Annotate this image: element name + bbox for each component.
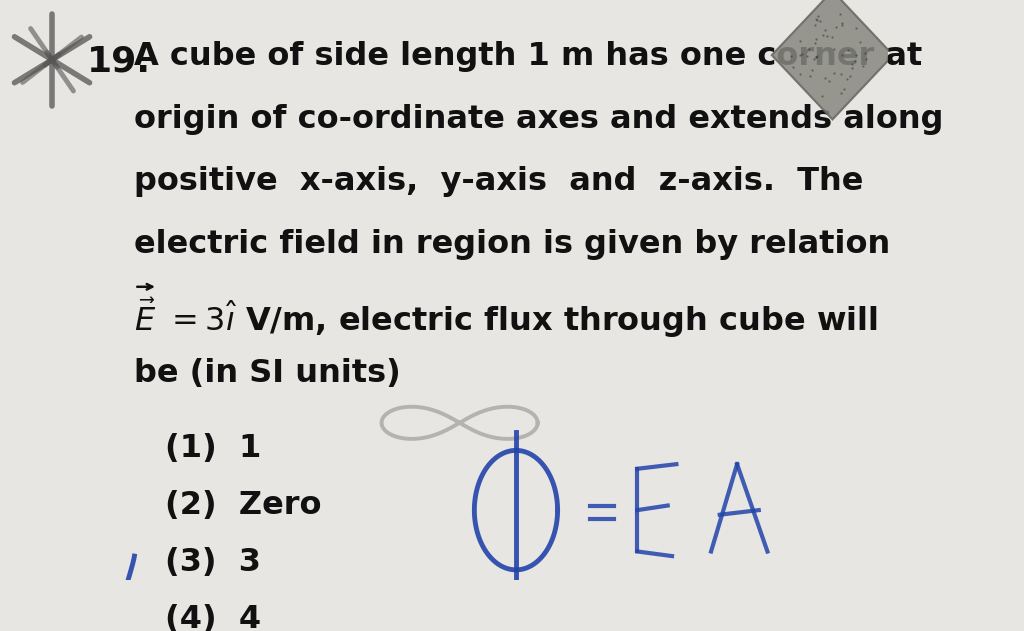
Text: $\vec{E}$ $= 3\hat{\imath}$ V/m, electric flux through cube will: $\vec{E}$ $= 3\hat{\imath}$ V/m, electri… (134, 296, 879, 340)
Text: 19.: 19. (87, 44, 151, 78)
Text: (2)  Zero: (2) Zero (165, 490, 322, 521)
Text: (3)  3: (3) 3 (165, 547, 261, 578)
Text: A cube of side length 1 m has one corner at: A cube of side length 1 m has one corner… (134, 42, 923, 73)
Text: (1)  1: (1) 1 (165, 433, 261, 464)
Text: positive  x-axis,  y-axis  and  z-axis.  The: positive x-axis, y-axis and z-axis. The (134, 167, 864, 198)
Text: be (in SI units): be (in SI units) (134, 358, 401, 389)
Polygon shape (772, 0, 893, 119)
Text: (4)  4: (4) 4 (165, 604, 261, 631)
Text: electric field in region is given by relation: electric field in region is given by rel… (134, 229, 891, 260)
Text: origin of co-ordinate axes and extends along: origin of co-ordinate axes and extends a… (134, 104, 944, 135)
